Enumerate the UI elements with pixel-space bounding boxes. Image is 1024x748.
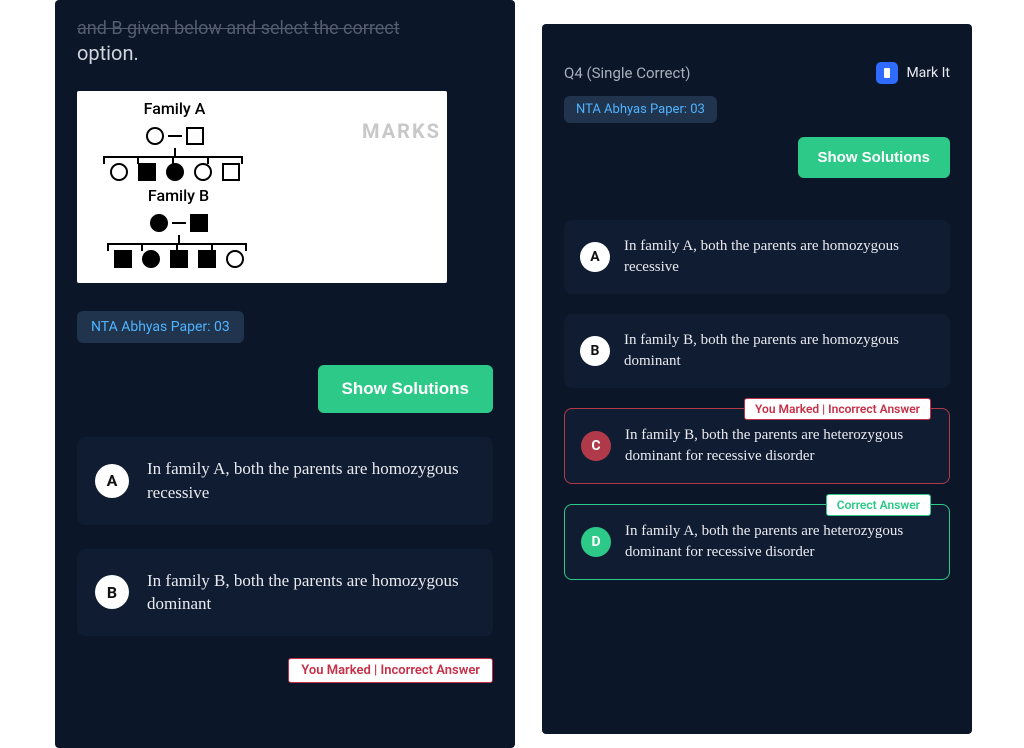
pedigree-symbol [166,163,184,181]
option-letter: D [581,527,611,557]
option-letter: A [95,464,129,498]
pedigree-symbol [114,250,132,268]
family-b: Family B [91,186,266,273]
paper-tag[interactable]: NTA Abhyas Paper: 03 [77,311,244,343]
mark-it-toggle[interactable]: Mark It [876,62,950,84]
option-b[interactable]: B In family B, both the parents are homo… [77,549,493,637]
mark-it-label: Mark It [906,65,950,81]
incorrect-answer-badge: You Marked | Incorrect Answer [288,658,493,683]
pedigree-symbol [186,127,204,145]
pedigree-symbol [110,163,128,181]
mate-line [168,135,182,137]
option-d[interactable]: Correct Answer D In family A, both the p… [564,504,950,580]
option-a[interactable]: A In family A, both the parents are homo… [77,437,493,525]
pedigree-symbol [190,214,208,232]
question-label: Q4 (Single Correct) [564,64,690,82]
option-letter: B [95,575,129,609]
bookmark-icon [876,62,898,84]
pedigree-symbol [170,250,188,268]
pedigree-symbol [138,163,156,181]
family-a: Family A [87,99,262,186]
pedigree-symbol [194,163,212,181]
question-panel-right: Q4 (Single Correct) Mark It NTA Abhyas P… [542,24,972,734]
pedigree-symbol [198,250,216,268]
option-text: In family A, both the parents are homozy… [624,236,934,278]
question-intro: option. [77,41,493,65]
show-solutions-button[interactable]: Show Solutions [798,137,951,178]
option-text: In family B, both the parents are homozy… [147,569,475,617]
incorrect-answer-badge: You Marked | Incorrect Answer [744,398,931,420]
pedigree-symbol [222,163,240,181]
family-a-title: Family A [87,99,262,118]
pedigree-symbol [142,250,160,268]
question-header: Q4 (Single Correct) Mark It [564,62,950,84]
watermark-text: MARKS [362,119,441,143]
option-b[interactable]: B In family B, both the parents are homo… [564,314,950,388]
paper-tag[interactable]: NTA Abhyas Paper: 03 [564,96,717,123]
option-text: In family A, both the parents are hetero… [625,521,933,563]
option-letter: B [580,336,610,366]
correct-answer-badge: Correct Answer [826,494,931,516]
pedigree-diagram: MARKS Family A [77,91,447,283]
option-letter: A [580,242,610,272]
pedigree-symbol [226,250,244,268]
show-solutions-button[interactable]: Show Solutions [318,365,494,413]
option-text: In family A, both the parents are homozy… [147,457,475,505]
option-text: In family B, both the parents are homozy… [624,330,934,372]
question-panel-left: and B given below and select the correct… [55,0,515,748]
pedigree-symbol [150,214,168,232]
option-text: In family B, both the parents are hetero… [625,425,933,467]
cropped-question-line: and B given below and select the correct [77,18,493,39]
bottom-flag-row: You Marked | Incorrect Answer [77,658,493,683]
family-b-title: Family B [91,186,266,205]
option-c[interactable]: You Marked | Incorrect Answer C In famil… [564,408,950,484]
option-a[interactable]: A In family A, both the parents are homo… [564,220,950,294]
option-letter: C [581,431,611,461]
mate-line [172,222,186,224]
pedigree-symbol [146,127,164,145]
